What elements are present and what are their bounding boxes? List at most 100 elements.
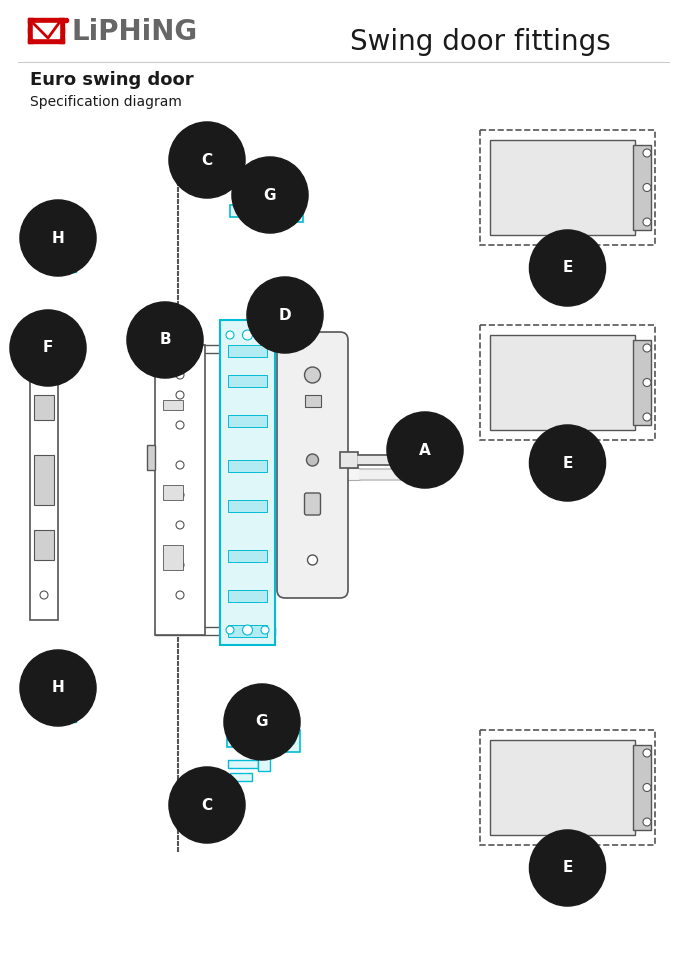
Circle shape [643,379,651,386]
Bar [258,757,270,771]
Circle shape [243,330,253,340]
Bar [633,340,651,425]
Circle shape [176,371,184,379]
Circle shape [176,391,184,399]
Circle shape [643,818,651,826]
Bar [163,485,183,500]
Bar [282,730,300,752]
Bar [155,345,275,353]
Text: E: E [563,455,573,470]
Text: C: C [201,797,212,813]
Polygon shape [358,455,440,465]
Text: LiPHiNG: LiPHiNG [72,18,198,46]
FancyBboxPatch shape [184,778,212,802]
Circle shape [40,366,48,374]
Bar [633,145,651,230]
Bar [30,355,58,620]
Bar [34,530,54,560]
Circle shape [176,561,184,569]
FancyBboxPatch shape [55,241,81,261]
Bar [490,335,635,430]
Bar [60,260,76,272]
Bar [28,18,33,43]
Circle shape [643,413,651,421]
FancyBboxPatch shape [55,691,81,711]
Text: F: F [43,340,53,356]
Text: C: C [201,153,212,167]
Circle shape [304,367,321,383]
Bar [60,710,76,722]
Circle shape [40,591,48,599]
Bar [228,375,267,387]
Circle shape [261,331,269,339]
Bar [228,415,267,427]
Circle shape [261,626,269,634]
Bar [228,460,267,472]
Bar [228,625,267,637]
Bar [633,745,651,830]
Text: Euro swing door: Euro swing door [30,71,194,89]
Bar [28,18,64,23]
Circle shape [176,591,184,599]
Circle shape [643,149,651,157]
Bar [490,140,635,235]
Circle shape [643,184,651,191]
Text: Specification diagram: Specification diagram [30,95,182,109]
Circle shape [308,555,317,565]
Circle shape [226,626,234,634]
Circle shape [196,171,204,179]
Circle shape [176,491,184,499]
Bar [480,325,655,440]
Bar [220,320,275,645]
FancyBboxPatch shape [304,493,321,515]
Bar [304,395,321,407]
Bar [34,395,54,420]
Text: B: B [159,333,171,347]
Bar [34,455,54,505]
Bar [480,130,655,245]
FancyBboxPatch shape [277,332,348,598]
Circle shape [290,207,298,215]
Bar [33,23,59,38]
Bar [28,28,64,33]
Text: Swing door fittings: Swing door fittings [350,28,610,56]
Text: H: H [52,230,65,246]
Text: A: A [419,443,431,458]
Bar [195,185,205,193]
Circle shape [176,521,184,529]
Circle shape [194,786,202,794]
Bar [59,18,64,43]
Circle shape [226,331,234,339]
Circle shape [176,461,184,469]
Circle shape [243,625,253,635]
Circle shape [643,218,651,226]
Bar [228,345,267,357]
Circle shape [643,344,651,352]
Text: G: G [264,187,276,203]
Circle shape [287,737,295,745]
Bar [230,205,285,217]
Bar [155,345,205,635]
Bar [147,445,155,470]
Bar [340,452,358,468]
Circle shape [306,454,319,466]
FancyBboxPatch shape [186,163,214,187]
Bar [163,400,183,410]
Bar [228,500,267,512]
Bar [227,735,282,747]
Bar [28,38,64,43]
Bar [228,550,267,562]
Text: G: G [256,714,268,729]
Bar [285,200,303,222]
Bar [228,590,267,602]
Text: E: E [563,860,573,876]
Text: H: H [52,681,65,696]
Circle shape [643,749,651,757]
Bar [490,740,635,835]
Bar [345,468,360,480]
Text: D: D [279,308,291,322]
Bar [155,627,275,635]
Bar [193,772,203,780]
Text: E: E [563,260,573,275]
Circle shape [643,784,651,792]
